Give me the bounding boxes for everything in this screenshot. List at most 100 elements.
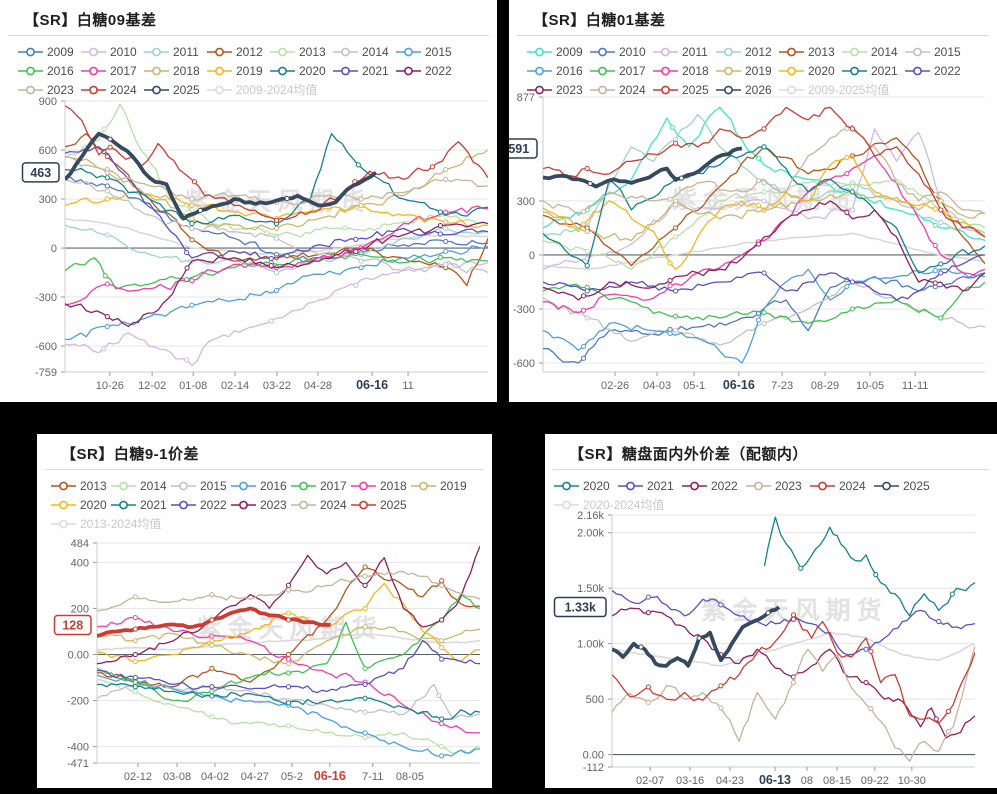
series-marker [285, 587, 292, 593]
legend-item-2017[interactable]: 2017 [590, 61, 653, 80]
legend-item-2024[interactable]: 2024 [810, 476, 874, 495]
legend-marker-icon [51, 481, 76, 490]
legend-marker-icon [207, 47, 232, 56]
legend-item-2024[interactable]: 2024 [291, 495, 351, 514]
legend-item-2022[interactable]: 2022 [396, 61, 459, 80]
series-marker [439, 617, 445, 623]
series-marker [669, 124, 675, 130]
legend-marker-icon [231, 481, 256, 490]
legend-item-2016[interactable]: 2016 [231, 476, 291, 495]
series-marker [132, 594, 138, 600]
legend-item-2011[interactable]: 2011 [144, 42, 207, 61]
legend-item-2013[interactable]: 2013 [779, 42, 842, 61]
legend-item-2015[interactable]: 2015 [396, 42, 459, 61]
series-marker [938, 198, 944, 204]
legend-item-2023[interactable]: 2023 [527, 80, 590, 99]
legend-item-2014[interactable]: 2014 [842, 42, 905, 61]
legend-item-2015[interactable]: 2015 [171, 476, 231, 495]
series-marker [184, 249, 190, 256]
legend-item-2014[interactable]: 2014 [333, 42, 396, 61]
legend-item-2015[interactable]: 2015 [905, 42, 968, 61]
legend-item-label: 2020 [808, 63, 835, 78]
legend-item-2020[interactable]: 2020 [779, 61, 842, 80]
legend-item-2023[interactable]: 2023 [18, 80, 81, 99]
legend-item-2016[interactable]: 2016 [18, 61, 81, 80]
legend-item-label: 2024 [110, 82, 137, 97]
legend-item-2021[interactable]: 2021 [842, 61, 905, 80]
series-marker [132, 681, 138, 688]
legend-item-2014[interactable]: 2014 [111, 476, 171, 495]
series-marker [358, 196, 364, 202]
title-divider [517, 35, 989, 36]
legend-item-2025[interactable]: 2025 [351, 495, 411, 514]
legend-item-2018[interactable]: 2018 [351, 476, 411, 495]
legend-item-2026[interactable]: 2026 [716, 80, 779, 99]
series-marker [645, 699, 651, 706]
legend-marker-icon [779, 85, 804, 94]
x-tick-label: 04-02 [201, 771, 229, 783]
legend-marker-icon [905, 47, 930, 56]
legend-item-2012[interactable]: 2012 [716, 42, 779, 61]
legend-item-2025[interactable]: 2025 [653, 80, 716, 99]
series-marker [718, 683, 724, 689]
series-line-2025 [543, 106, 985, 238]
legend-item-2023[interactable]: 2023 [231, 495, 291, 514]
series-marker [645, 684, 651, 690]
series-line-2014 [543, 178, 985, 270]
legend-item-2019[interactable]: 2019 [716, 61, 779, 80]
legend-item-2021[interactable]: 2021 [111, 495, 171, 514]
legend-item-label: 2018 [682, 63, 709, 78]
legend-item-2018[interactable]: 2018 [144, 61, 207, 80]
legend-item-2020[interactable]: 2020 [51, 495, 111, 514]
legend-item-2023[interactable]: 2023 [746, 476, 810, 495]
legend-item-2019[interactable]: 2019 [207, 61, 270, 80]
legend-item-2020-2024[interactable]: 2020-2024均值 [554, 495, 664, 514]
legend-item-2010[interactable]: 2010 [81, 42, 144, 61]
legend-item-2024[interactable]: 2024 [590, 80, 653, 99]
x-tick-label: 10-30 [898, 775, 926, 787]
series-marker [437, 254, 444, 261]
legend-item-2013[interactable]: 2013 [270, 42, 333, 61]
legend-item-2022[interactable]: 2022 [682, 476, 746, 495]
chart-panel-sugar-inout-spread: 【SR】糖盘面内外价差（配额内） 2020 2021 2022 2023 2024 202… [545, 434, 997, 788]
legend-item-2022[interactable]: 2022 [905, 61, 968, 80]
legend-item-2017[interactable]: 2017 [291, 476, 351, 495]
legend-item-2010[interactable]: 2010 [590, 42, 653, 61]
series-line-2016 [543, 268, 985, 364]
legend-item-2013[interactable]: 2013 [51, 476, 111, 495]
series-marker [844, 277, 850, 283]
legend-item-2020[interactable]: 2020 [554, 476, 618, 495]
legend-item-2016[interactable]: 2016 [527, 61, 590, 80]
legend-item-2025[interactable]: 2025 [874, 476, 938, 495]
legend-item-2013-2024[interactable]: 2013-2024均值 [51, 514, 161, 533]
legend-item-2017[interactable]: 2017 [81, 61, 144, 80]
legend-item-2021[interactable]: 2021 [618, 476, 682, 495]
series-marker [938, 261, 944, 267]
legend-item-2011[interactable]: 2011 [653, 42, 716, 61]
series-line-2023 [543, 200, 985, 301]
legend-item-2012[interactable]: 2012 [207, 42, 270, 61]
series-marker [938, 315, 944, 321]
series-marker [209, 693, 215, 699]
legend-item-2025[interactable]: 2025 [144, 80, 207, 99]
series-marker [673, 288, 679, 294]
legend-item-2022[interactable]: 2022 [171, 495, 231, 514]
legend-item-label: 2013-2024均值 [80, 517, 162, 531]
legend-item-2009-2024[interactable]: 2009-2024均值 [207, 80, 317, 99]
legend-item-2009[interactable]: 2009 [18, 42, 81, 61]
legend-item-2020[interactable]: 2020 [270, 61, 333, 80]
legend-item-2009-2025[interactable]: 2009-2025均值 [779, 80, 889, 99]
legend-item-2021[interactable]: 2021 [333, 61, 396, 80]
series-line-2019 [543, 191, 985, 242]
series-marker [790, 612, 797, 618]
legend-item-2009[interactable]: 2009 [527, 42, 590, 61]
legend-item-2019[interactable]: 2019 [411, 476, 471, 495]
legend-marker-icon [81, 47, 106, 56]
legend-item-label: 2026 [745, 82, 772, 97]
legend-item-2024[interactable]: 2024 [81, 80, 144, 99]
series-line-2020 [543, 155, 985, 270]
series-marker [104, 323, 110, 330]
series-marker [209, 684, 215, 690]
legend-item-2018[interactable]: 2018 [653, 61, 716, 80]
series-marker [209, 638, 215, 644]
